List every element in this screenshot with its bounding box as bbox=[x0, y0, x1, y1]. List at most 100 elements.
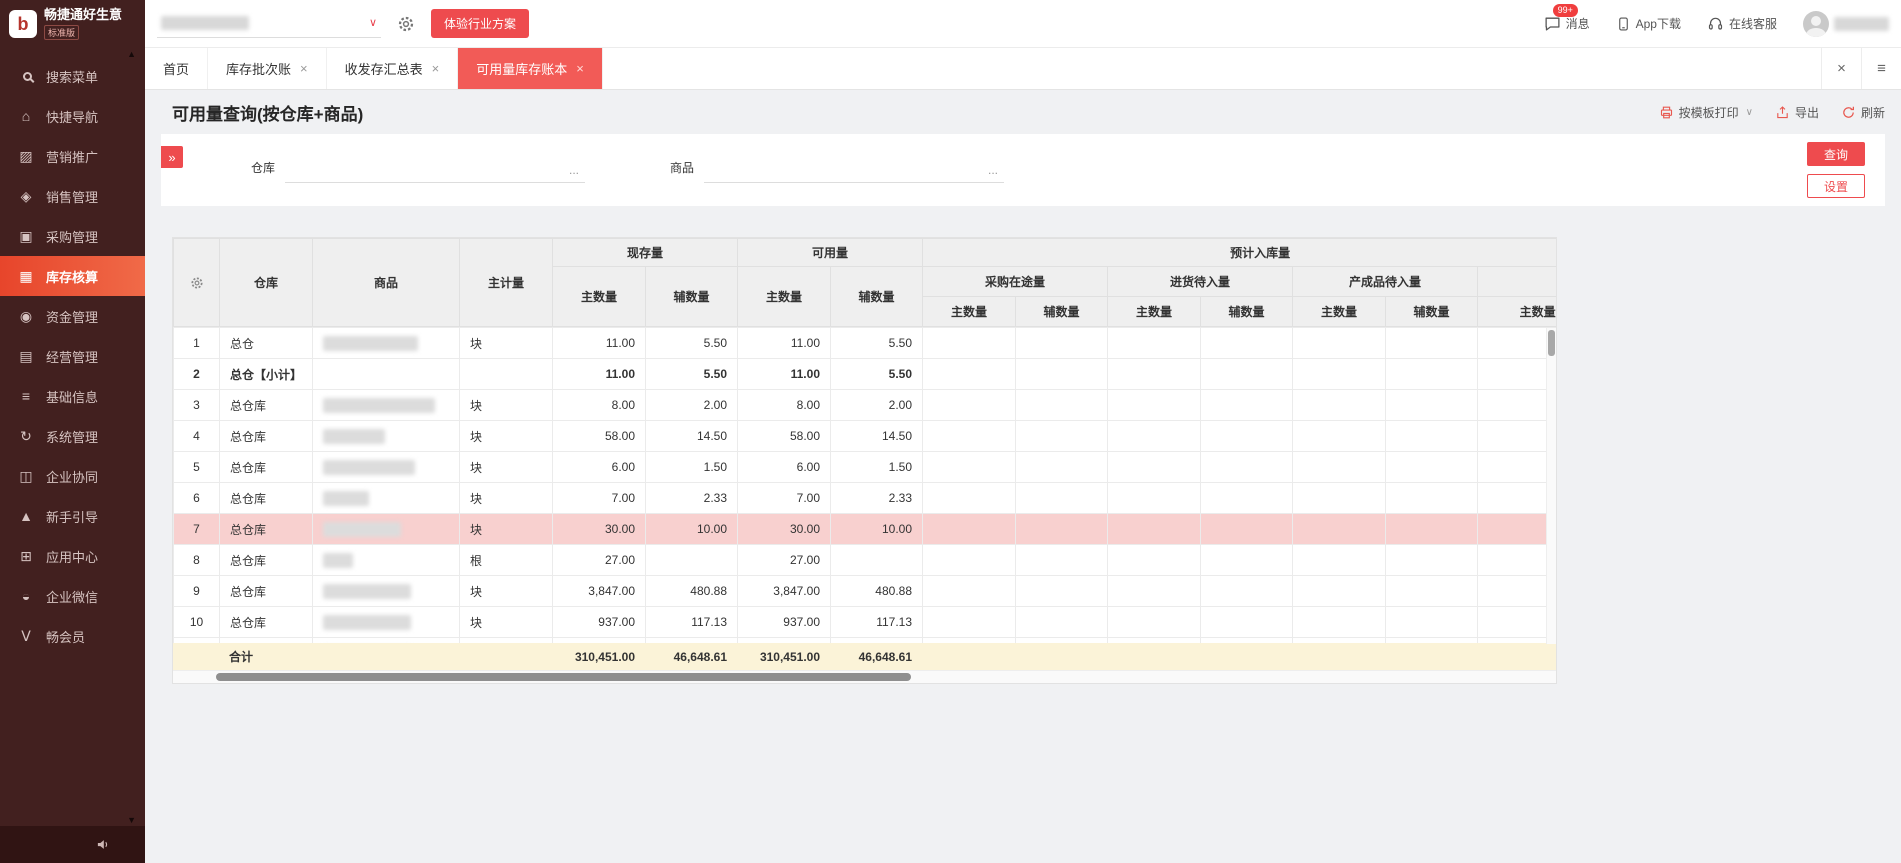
qty-cell: 6.00 bbox=[552, 451, 646, 483]
unit-cell: 块 bbox=[459, 420, 553, 452]
horizontal-scroll-thumb[interactable] bbox=[216, 673, 911, 681]
tab-label: 首页 bbox=[163, 62, 190, 77]
table-row[interactable]: 1 总仓块 11.00 5.50 11.00 5.50 bbox=[173, 327, 1556, 359]
online-support-label: 在线客服 bbox=[1728, 17, 1777, 31]
sidebar-item-collab[interactable]: ◫ 企业协同 bbox=[0, 456, 145, 496]
export-button[interactable]: 导出 bbox=[1775, 104, 1819, 121]
app-download-button[interactable]: App下载 bbox=[1616, 15, 1681, 32]
refresh-icon bbox=[1841, 105, 1856, 120]
qty-cell: 7.00 bbox=[737, 482, 831, 514]
qty-cell: 5.50 bbox=[830, 327, 923, 359]
speaker-icon[interactable] bbox=[95, 837, 112, 852]
qty-cell bbox=[1292, 544, 1386, 576]
tab-list-icon[interactable]: ≡ bbox=[1861, 48, 1901, 89]
qty-cell: 3,847.00 bbox=[552, 575, 646, 607]
row-number-cell: 6 bbox=[173, 482, 220, 514]
qty-cell: 30.00 bbox=[552, 513, 646, 545]
header-warehouse: 仓库 bbox=[219, 238, 313, 327]
baseinfo-icon: ≡ bbox=[21, 388, 31, 404]
sidebar-item-guide[interactable]: ▲ 新手引导 bbox=[0, 496, 145, 536]
trial-plan-button[interactable]: 体验行业方案 bbox=[431, 9, 530, 38]
tab-3[interactable]: 可用量库存账本 × bbox=[458, 48, 603, 89]
table-row[interactable]: 10 总仓库块 937.00 117.13 937.00 117.13 bbox=[173, 606, 1556, 638]
header-sub-purchase-transit: 采购在途量 bbox=[922, 266, 1109, 297]
nav-scroll-up-icon[interactable]: ▲ bbox=[127, 49, 136, 59]
sidebar-item-purchase[interactable]: ▣ 采购管理 bbox=[0, 216, 145, 256]
sidebar-item-business[interactable]: ▤ 经营管理 bbox=[0, 336, 145, 376]
qty-cell bbox=[1477, 420, 1556, 452]
sidebar-item-home[interactable]: ⌂ 快捷导航 bbox=[0, 96, 145, 136]
total-current-main: 310,451.00 bbox=[552, 643, 645, 670]
settings-button[interactable]: 设置 bbox=[1807, 174, 1865, 198]
table-row[interactable]: 3 总仓库块 8.00 2.00 8.00 2.00 bbox=[173, 389, 1556, 421]
sidebar-item-label: 快捷导航 bbox=[46, 109, 99, 125]
sidebar-item-baseinfo[interactable]: ≡ 基础信息 bbox=[0, 376, 145, 416]
redacted-product-name bbox=[323, 552, 353, 568]
tab-close-icon[interactable]: × bbox=[576, 61, 584, 76]
qty-cell bbox=[1477, 358, 1556, 390]
unit-cell: 块 bbox=[459, 513, 553, 545]
qty-cell bbox=[1015, 420, 1108, 452]
ellipsis-picker-icon[interactable]: ... bbox=[569, 162, 580, 177]
close-tabs-icon[interactable]: × bbox=[1821, 48, 1861, 89]
tab-close-icon[interactable]: × bbox=[431, 61, 440, 76]
settings-gear-icon[interactable] bbox=[397, 15, 415, 33]
sidebar-item-label: 经营管理 bbox=[46, 349, 99, 365]
sidebar-item-label: 采购管理 bbox=[46, 229, 99, 245]
sidebar-item-inventory[interactable]: ▦ 库存核算 bbox=[0, 256, 145, 296]
vertical-scroll-thumb[interactable] bbox=[1548, 330, 1555, 356]
refresh-button[interactable]: 刷新 bbox=[1841, 104, 1885, 121]
sidebar-item-member[interactable]: Ⅴ 畅会员 bbox=[0, 616, 145, 656]
qty-cell bbox=[1385, 544, 1478, 576]
horizontal-scrollbar[interactable] bbox=[173, 670, 1556, 683]
ellipsis-picker-icon[interactable]: ... bbox=[988, 162, 999, 177]
query-button[interactable]: 查询 bbox=[1807, 142, 1865, 166]
home-icon: ⌂ bbox=[21, 108, 31, 124]
tab-2[interactable]: 收发存汇总表 × bbox=[327, 48, 459, 89]
table-row[interactable]: 7 总仓库块 30.00 10.00 30.00 10.00 bbox=[173, 513, 1556, 545]
tab-1[interactable]: 库存批次账 × bbox=[208, 48, 327, 89]
qty-cell bbox=[1015, 451, 1108, 483]
print-by-template-button[interactable]: 按模板打印 ∨ bbox=[1659, 104, 1753, 121]
sidebar-item-sales[interactable]: ◈ 销售管理 bbox=[0, 176, 145, 216]
product-input[interactable]: ... bbox=[704, 157, 1005, 183]
sidebar-item-appcenter[interactable]: ⊞ 应用中心 bbox=[0, 536, 145, 576]
table-row[interactable]: 2 总仓【小计】 11.00 5.50 11.00 5.50 bbox=[173, 358, 1556, 390]
user-account[interactable] bbox=[1803, 10, 1889, 37]
tab-0[interactable]: 首页 bbox=[145, 48, 209, 89]
warehouse-cell: 总仓库 bbox=[219, 575, 313, 607]
vertical-scrollbar[interactable] bbox=[1546, 328, 1556, 644]
qty-cell bbox=[1200, 451, 1293, 483]
tab-bar-tabs: 首页 库存批次账 × 收发存汇总表 × 可用量库存账本 × bbox=[145, 48, 603, 89]
redacted-account-name bbox=[161, 16, 249, 30]
warehouse-input[interactable]: ... bbox=[285, 157, 586, 183]
online-support-button[interactable]: 在线客服 bbox=[1707, 15, 1777, 32]
product-cell bbox=[312, 420, 460, 452]
unit-cell: 块 bbox=[459, 606, 553, 638]
messages-button[interactable]: 99+ 消息 bbox=[1544, 4, 1590, 32]
tab-close-icon[interactable]: × bbox=[300, 61, 308, 76]
sidebar-item-fund[interactable]: ◉ 资金管理 bbox=[0, 296, 145, 336]
table-row[interactable]: 9 总仓库块 3,847.00 480.88 3,847.00 480.88 bbox=[173, 575, 1556, 607]
qty-cell bbox=[1107, 513, 1201, 545]
total-current-aux: 46,648.61 bbox=[645, 643, 737, 670]
expand-panel-button[interactable]: » bbox=[161, 146, 183, 168]
qty-cell bbox=[1385, 606, 1478, 638]
sidebar-item-promo[interactable]: ▨ 营销推广 bbox=[0, 136, 145, 176]
column-settings-gear-cell[interactable] bbox=[173, 238, 220, 327]
table-row[interactable]: 5 总仓库块 6.00 1.50 6.00 1.50 bbox=[173, 451, 1556, 483]
qty-cell: 30.00 bbox=[737, 513, 831, 545]
sidebar-item-wechat[interactable]: ◒ 企业微信 bbox=[0, 576, 145, 616]
qty-cell bbox=[1200, 513, 1293, 545]
sidebar-item-search[interactable]: 搜索菜单 bbox=[0, 56, 145, 96]
table-row[interactable]: 4 总仓库块 58.00 14.50 58.00 14.50 bbox=[173, 420, 1556, 452]
account-select[interactable]: ∨ bbox=[157, 10, 381, 38]
sidebar-item-system[interactable]: ↻ 系统管理 bbox=[0, 416, 145, 456]
sidebar-footer bbox=[0, 826, 145, 863]
product-cell bbox=[312, 482, 460, 514]
sidebar-item-label: 搜索菜单 bbox=[46, 69, 99, 85]
table-row[interactable]: 6 总仓库块 7.00 2.33 7.00 2.33 bbox=[173, 482, 1556, 514]
nav-scroll-down-icon[interactable]: ▼ bbox=[127, 815, 136, 825]
table-row[interactable]: 8 总仓库根 27.00 27.00 bbox=[173, 544, 1556, 576]
